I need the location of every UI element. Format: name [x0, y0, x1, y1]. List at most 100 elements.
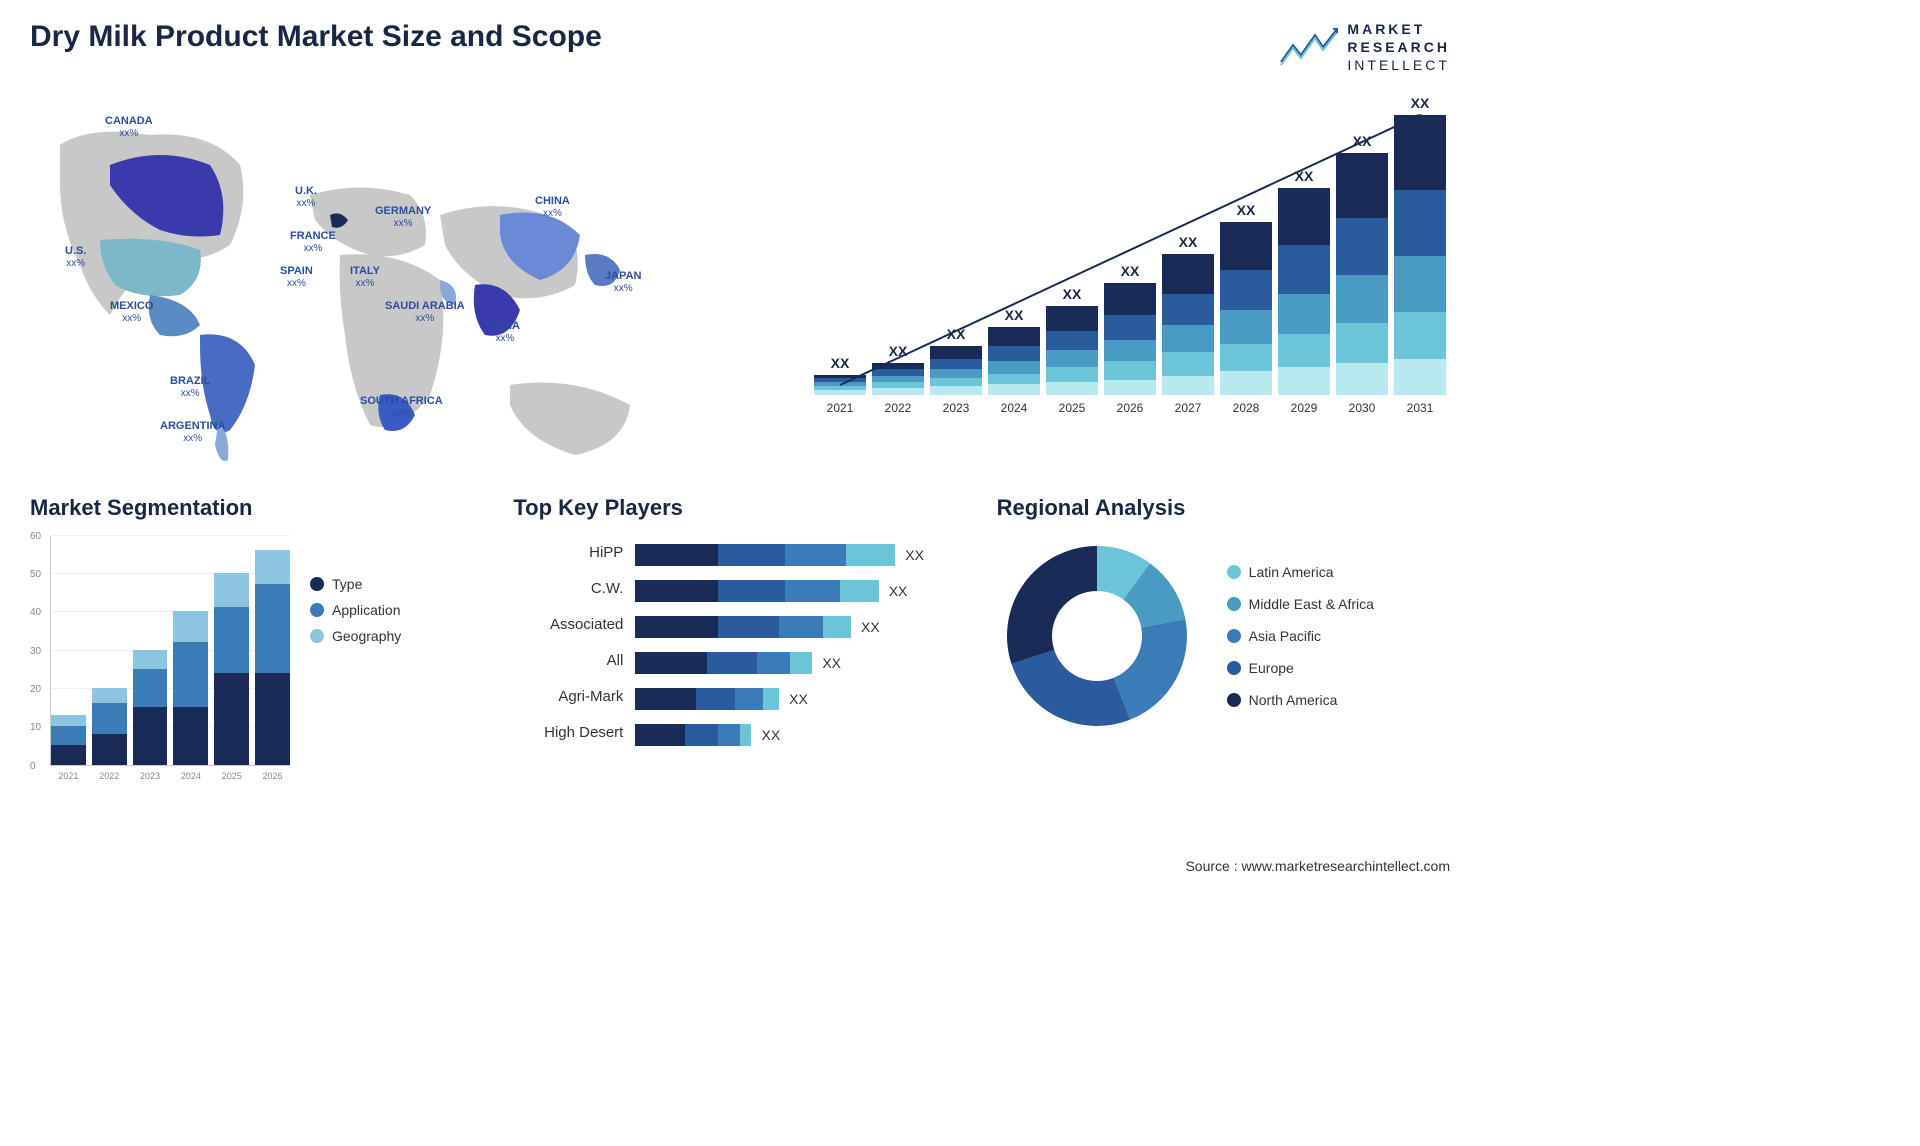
- player-label: C.W.: [513, 580, 623, 602]
- growth-bar-segment: [1104, 340, 1156, 361]
- seg-ytick: 30: [30, 646, 41, 657]
- growth-bar-segment: [1162, 325, 1214, 352]
- legend-dot: [1227, 629, 1241, 643]
- player-label: All: [513, 652, 623, 674]
- player-label: Agri-Mark: [513, 688, 623, 710]
- segmentation-chart: 202120222023202420252026 0102030405060: [30, 536, 290, 786]
- regional-legend: Latin AmericaMiddle East & AfricaAsia Pa…: [1227, 564, 1374, 708]
- seg-bar-year: 2025: [214, 771, 249, 781]
- growth-bar-2027: XX2027: [1162, 234, 1214, 415]
- growth-bar-2026: XX2026: [1104, 263, 1156, 415]
- player-bar-segment: [635, 616, 718, 638]
- growth-bar-segment: [1046, 306, 1098, 331]
- growth-bar-year: 2031: [1407, 401, 1434, 415]
- growth-bar-2028: XX2028: [1220, 202, 1272, 415]
- regional-legend-item: Europe: [1227, 660, 1374, 676]
- player-bar-segment: [823, 616, 851, 638]
- growth-bar-segment: [1336, 218, 1388, 275]
- regional-legend-item: North America: [1227, 692, 1374, 708]
- seg-bar-year: 2023: [133, 771, 168, 781]
- map-label-france: FRANCExx%: [290, 230, 336, 255]
- players-panel: Top Key Players HiPPC.W.AssociatedAllAgr…: [513, 495, 966, 805]
- growth-bar-value: XX: [1005, 307, 1024, 323]
- growth-bar-segment: [1278, 334, 1330, 368]
- player-bar-segment: [757, 652, 790, 674]
- growth-bar-segment: [1336, 153, 1388, 218]
- growth-bar-segment: [1104, 380, 1156, 395]
- seg-bar-2022: 2022: [92, 688, 127, 765]
- seg-bar-segment: [92, 734, 127, 765]
- map-label-japan: JAPANxx%: [605, 270, 641, 295]
- legend-label: Europe: [1249, 660, 1294, 676]
- growth-bar-segment: [1046, 382, 1098, 395]
- seg-bar-2023: 2023: [133, 650, 168, 765]
- map-label-spain: SPAINxx%: [280, 265, 313, 290]
- player-value: XX: [861, 619, 880, 635]
- legend-label: Middle East & Africa: [1249, 596, 1374, 612]
- growth-bar-segment: [1220, 222, 1272, 270]
- legend-dot: [310, 577, 324, 591]
- map-label-mexico: MEXICOxx%: [110, 300, 153, 325]
- growth-bar-segment: [988, 327, 1040, 346]
- legend-dot: [1227, 693, 1241, 707]
- seg-bar-segment: [173, 707, 208, 765]
- segmentation-legend: TypeApplicationGeography: [310, 536, 401, 786]
- player-row: XX: [635, 616, 966, 638]
- growth-bar-value: XX: [1295, 168, 1314, 184]
- growth-bar-segment: [1394, 256, 1446, 313]
- growth-bar-year: 2022: [885, 401, 912, 415]
- legend-dot: [310, 603, 324, 617]
- player-value: XX: [905, 547, 924, 563]
- logo-line2: RESEARCH: [1347, 38, 1450, 56]
- map-label-us: U.S.xx%: [65, 245, 86, 270]
- player-bar-segment: [740, 724, 751, 746]
- logo-line1: MARKET: [1347, 20, 1450, 38]
- growth-bar-segment: [1104, 315, 1156, 340]
- growth-bar-segment: [1220, 371, 1272, 394]
- player-bar-segment: [635, 580, 718, 602]
- seg-bar-2025: 2025: [214, 573, 249, 765]
- player-bar-segment: [763, 688, 780, 710]
- donut-slice: [1113, 619, 1186, 720]
- growth-bar-value: XX: [1411, 95, 1430, 111]
- player-bar-segment: [696, 688, 735, 710]
- growth-bar-year: 2027: [1175, 401, 1202, 415]
- growth-bar-year: 2030: [1349, 401, 1376, 415]
- seg-legend-item: Type: [310, 576, 401, 592]
- growth-bar-2021: XX2021: [814, 355, 866, 415]
- seg-bar-2024: 2024: [173, 611, 208, 764]
- growth-bar-segment: [872, 388, 924, 394]
- growth-bar-segment: [1046, 367, 1098, 382]
- growth-bar-year: 2025: [1059, 401, 1086, 415]
- growth-bar-year: 2024: [1001, 401, 1028, 415]
- growth-bar-segment: [1162, 254, 1214, 294]
- regional-legend-item: Middle East & Africa: [1227, 596, 1374, 612]
- growth-bar-2029: XX2029: [1278, 168, 1330, 414]
- player-bar-segment: [635, 688, 696, 710]
- seg-bar-segment: [255, 673, 290, 765]
- world-map-panel: CANADAxx%U.S.xx%MEXICOxx%BRAZILxx%ARGENT…: [30, 85, 780, 475]
- map-label-india: INDIAxx%: [490, 320, 520, 345]
- player-bar-segment: [635, 544, 718, 566]
- seg-bar-segment: [214, 607, 249, 672]
- growth-bar-value: XX: [889, 343, 908, 359]
- growth-bar-2022: XX 2022: [872, 343, 924, 415]
- growth-bar-segment: [988, 361, 1040, 374]
- player-bar-segment: [707, 652, 757, 674]
- logo: MARKET RESEARCH INTELLECT: [1279, 20, 1450, 75]
- growth-bar-segment: [1278, 294, 1330, 334]
- legend-label: North America: [1249, 692, 1338, 708]
- segmentation-panel: Market Segmentation 20212022202320242025…: [30, 495, 483, 805]
- growth-bar-segment: [1162, 294, 1214, 326]
- player-label: HiPP: [513, 544, 623, 566]
- growth-bar-segment: [1220, 270, 1272, 310]
- player-bar-segment: [635, 724, 685, 746]
- growth-bar-segment: [1162, 376, 1214, 395]
- growth-bar-segment: [1046, 350, 1098, 367]
- growth-bar-value: XX: [1237, 202, 1256, 218]
- seg-bar-segment: [51, 745, 86, 764]
- player-bar-segment: [785, 580, 840, 602]
- growth-bar-segment: [1336, 323, 1388, 363]
- growth-bar-year: 2026: [1117, 401, 1144, 415]
- player-row: XX: [635, 724, 966, 746]
